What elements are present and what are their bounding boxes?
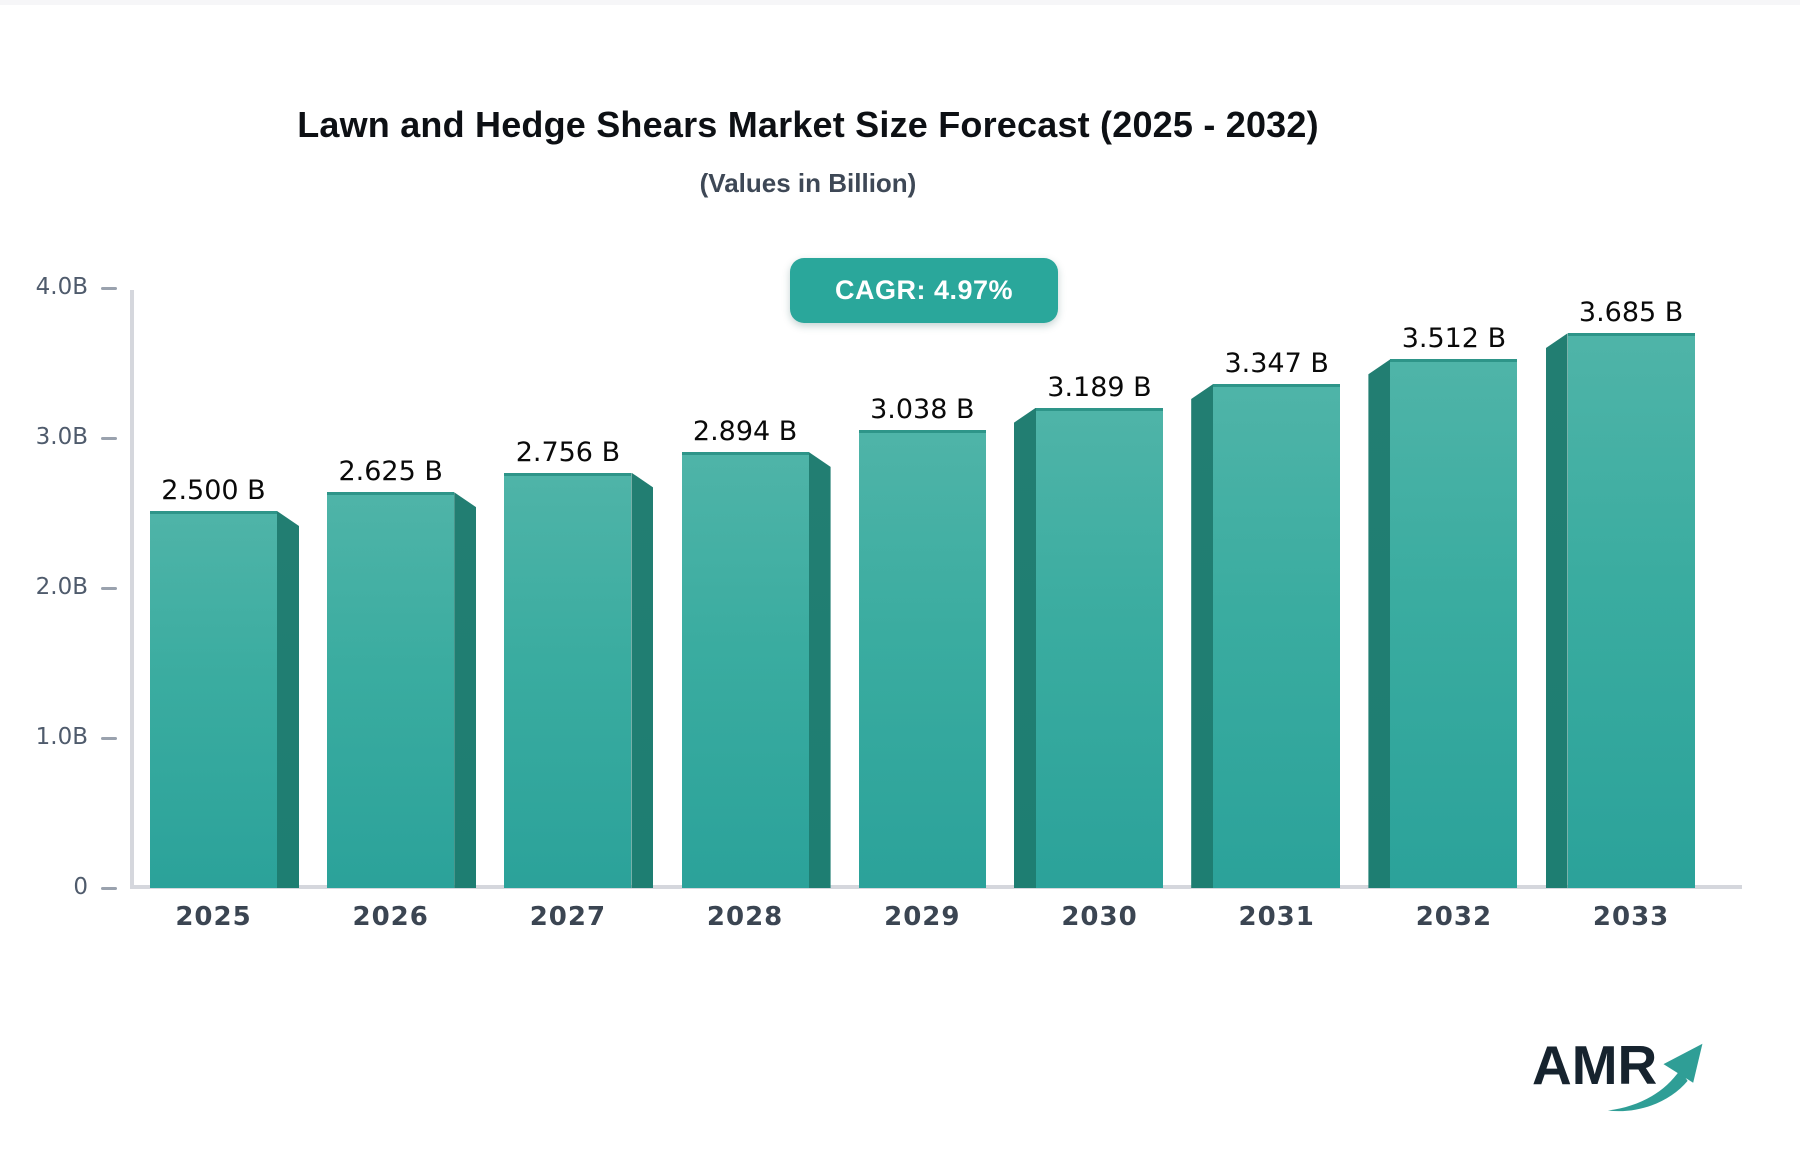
bar-value-label: 2.756 B <box>515 436 621 468</box>
bar-value-label: 2.625 B <box>338 456 443 488</box>
x-tick-label: 2031 <box>1238 902 1315 932</box>
bar-value-label: 2.500 B <box>161 475 266 506</box>
bar-face <box>681 451 809 888</box>
top-edge-strip <box>0 0 1800 5</box>
y-tick-dash <box>101 587 117 590</box>
bar-value-label: 3.685 B <box>1578 297 1684 329</box>
x-tick-label: 2026 <box>352 902 429 932</box>
y-tick-label: 3.0B <box>35 424 88 450</box>
x-tick-label: 2028 <box>706 902 784 932</box>
bar-group-2030 <box>1014 407 1163 888</box>
bar-face <box>327 492 455 888</box>
x-tick-label: 2033 <box>1592 902 1670 932</box>
y-tick-dash <box>101 287 117 290</box>
x-tick-label: 2027 <box>529 902 607 932</box>
y-tick-dash <box>101 437 117 440</box>
y-axis-line <box>130 290 134 888</box>
bar-group-2027 <box>504 472 654 888</box>
bar-side-face <box>277 511 299 888</box>
chart-title: Lawn and Hedge Shears Market Size Foreca… <box>297 104 1319 145</box>
bar-side-face <box>631 472 654 888</box>
x-tick-label: 2030 <box>1061 902 1138 932</box>
bar-group-2032 <box>1368 359 1518 888</box>
bar-side-face <box>1545 333 1568 888</box>
bar-group-2025 <box>150 511 299 888</box>
amr-logo-arrow-icon <box>1607 1043 1703 1112</box>
bar-face <box>1567 333 1695 888</box>
bar-value-label: 3.189 B <box>1047 371 1152 403</box>
y-tick-label: 4.0B <box>35 274 88 300</box>
cagr-badge-label: CAGR: 4.97% <box>834 275 1014 305</box>
chart-subtitle: (Values in Billion) <box>699 168 917 198</box>
bar-group-2033 <box>1545 333 1695 888</box>
x-tick-label: 2025 <box>175 902 252 932</box>
cagr-badge: CAGR: 4.97% <box>790 258 1058 323</box>
y-tick-label: 0 <box>73 874 88 900</box>
bar-group-2031 <box>1191 383 1341 888</box>
bar-face <box>150 511 277 888</box>
bar-side-face <box>808 451 831 888</box>
bar-face <box>1213 383 1341 888</box>
bar-value-label: 2.894 B <box>692 415 798 447</box>
x-tick-label: 2029 <box>884 902 961 932</box>
bar-value-label: 3.038 B <box>870 394 975 426</box>
y-tick-dash <box>101 737 117 740</box>
bar-side-face <box>1191 383 1214 888</box>
bar-side-face <box>1014 407 1036 888</box>
bar-value-label: 3.512 B <box>1401 323 1507 355</box>
bar-group-2029 <box>858 430 986 888</box>
bar-face <box>1036 407 1163 888</box>
amr-logo-text: AMR <box>1532 1034 1658 1096</box>
bar-group-2028 <box>681 451 831 888</box>
bar-side-face <box>1368 359 1391 888</box>
y-tick-dash <box>101 887 117 890</box>
bar-value-label: 3.347 B <box>1224 347 1329 379</box>
bar-face <box>1390 359 1518 888</box>
y-tick-label: 2.0B <box>35 574 88 600</box>
bar-face <box>504 472 632 888</box>
bar-side-face <box>454 492 477 888</box>
y-tick-label: 1.0B <box>35 724 88 750</box>
bar-face <box>858 430 986 888</box>
bar-group-2026 <box>327 492 477 888</box>
x-tick-label: 2032 <box>1415 902 1493 932</box>
